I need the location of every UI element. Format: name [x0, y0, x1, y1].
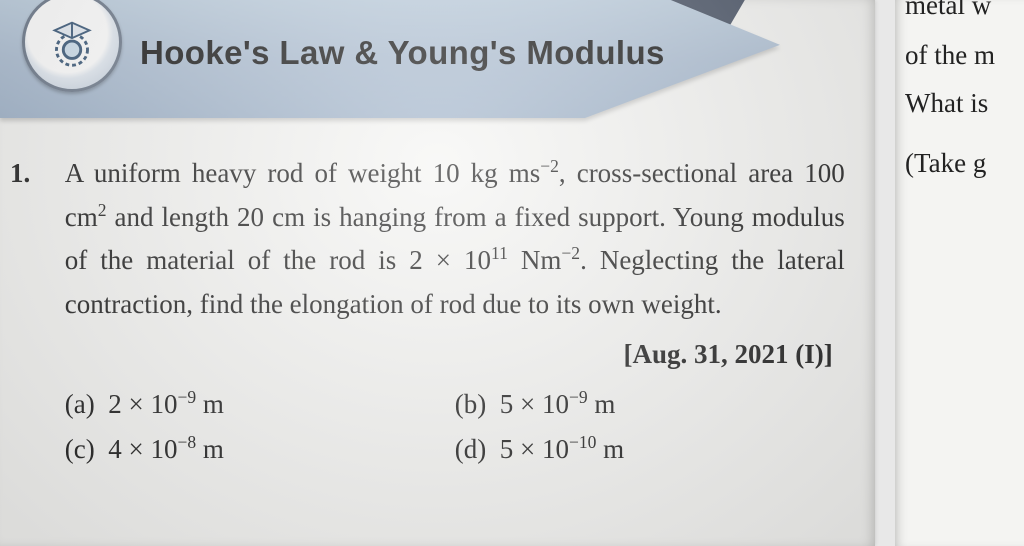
cut-text: What is — [905, 88, 988, 119]
question-block: 1. A uniform heavy rod of weight 10 kg m… — [10, 152, 865, 472]
question-number: 1. — [10, 152, 58, 196]
exponent: −9 — [177, 387, 196, 407]
option-unit: m — [588, 389, 616, 419]
option-c: (c) 4 × 10−8 m — [65, 428, 455, 472]
option-unit: m — [196, 389, 224, 419]
option-a: (a) 2 × 10−9 m — [65, 383, 455, 427]
exponent: −8 — [177, 432, 196, 452]
option-coef: 4 × 10 — [108, 434, 177, 464]
question-body: A uniform heavy rod of weight 10 kg ms−2… — [65, 152, 845, 472]
cut-text: of the m — [905, 40, 995, 71]
option-unit: m — [196, 434, 224, 464]
option-b: (b) 5 × 10−9 m — [455, 383, 845, 427]
exponent: 11 — [491, 243, 508, 263]
option-unit: m — [596, 434, 624, 464]
section-title: Hooke's Law & Young's Modulus — [140, 34, 665, 72]
adjacent-column: metal w of the m What is (Take g — [895, 0, 1024, 546]
exponent: 2 — [98, 200, 107, 220]
option-label: (d) — [455, 434, 486, 464]
option-label: (a) — [65, 389, 95, 419]
text-seg: Nm — [508, 245, 562, 275]
option-d: (d) 5 × 10−10 m — [455, 428, 845, 472]
question-text: A uniform heavy rod of weight 10 kg ms−2… — [65, 158, 845, 319]
exponent: −10 — [569, 432, 596, 452]
exponent: −9 — [569, 387, 588, 407]
exponent: −2 — [540, 156, 559, 176]
option-coef: 5 × 10 — [500, 434, 569, 464]
options-grid: (a) 2 × 10−9 m (b) 5 × 10−9 m (c) 4 × 10… — [65, 383, 845, 472]
cut-text: metal w — [905, 0, 991, 21]
exam-date-ref: [Aug. 31, 2021 (I)] — [65, 333, 845, 377]
page: Hooke's Law & Young's Modulus 1. A unifo… — [0, 0, 875, 546]
text-seg: A uniform heavy rod of weight 10 kg ms — [65, 158, 540, 188]
option-label: (b) — [455, 389, 486, 419]
cut-text: (Take g — [905, 148, 986, 179]
option-coef: 5 × 10 — [500, 389, 569, 419]
option-coef: 2 × 10 — [108, 389, 177, 419]
section-banner: Hooke's Law & Young's Modulus — [0, 0, 780, 118]
exponent: −2 — [561, 243, 580, 263]
option-label: (c) — [65, 434, 95, 464]
gear-book-icon — [41, 11, 103, 73]
